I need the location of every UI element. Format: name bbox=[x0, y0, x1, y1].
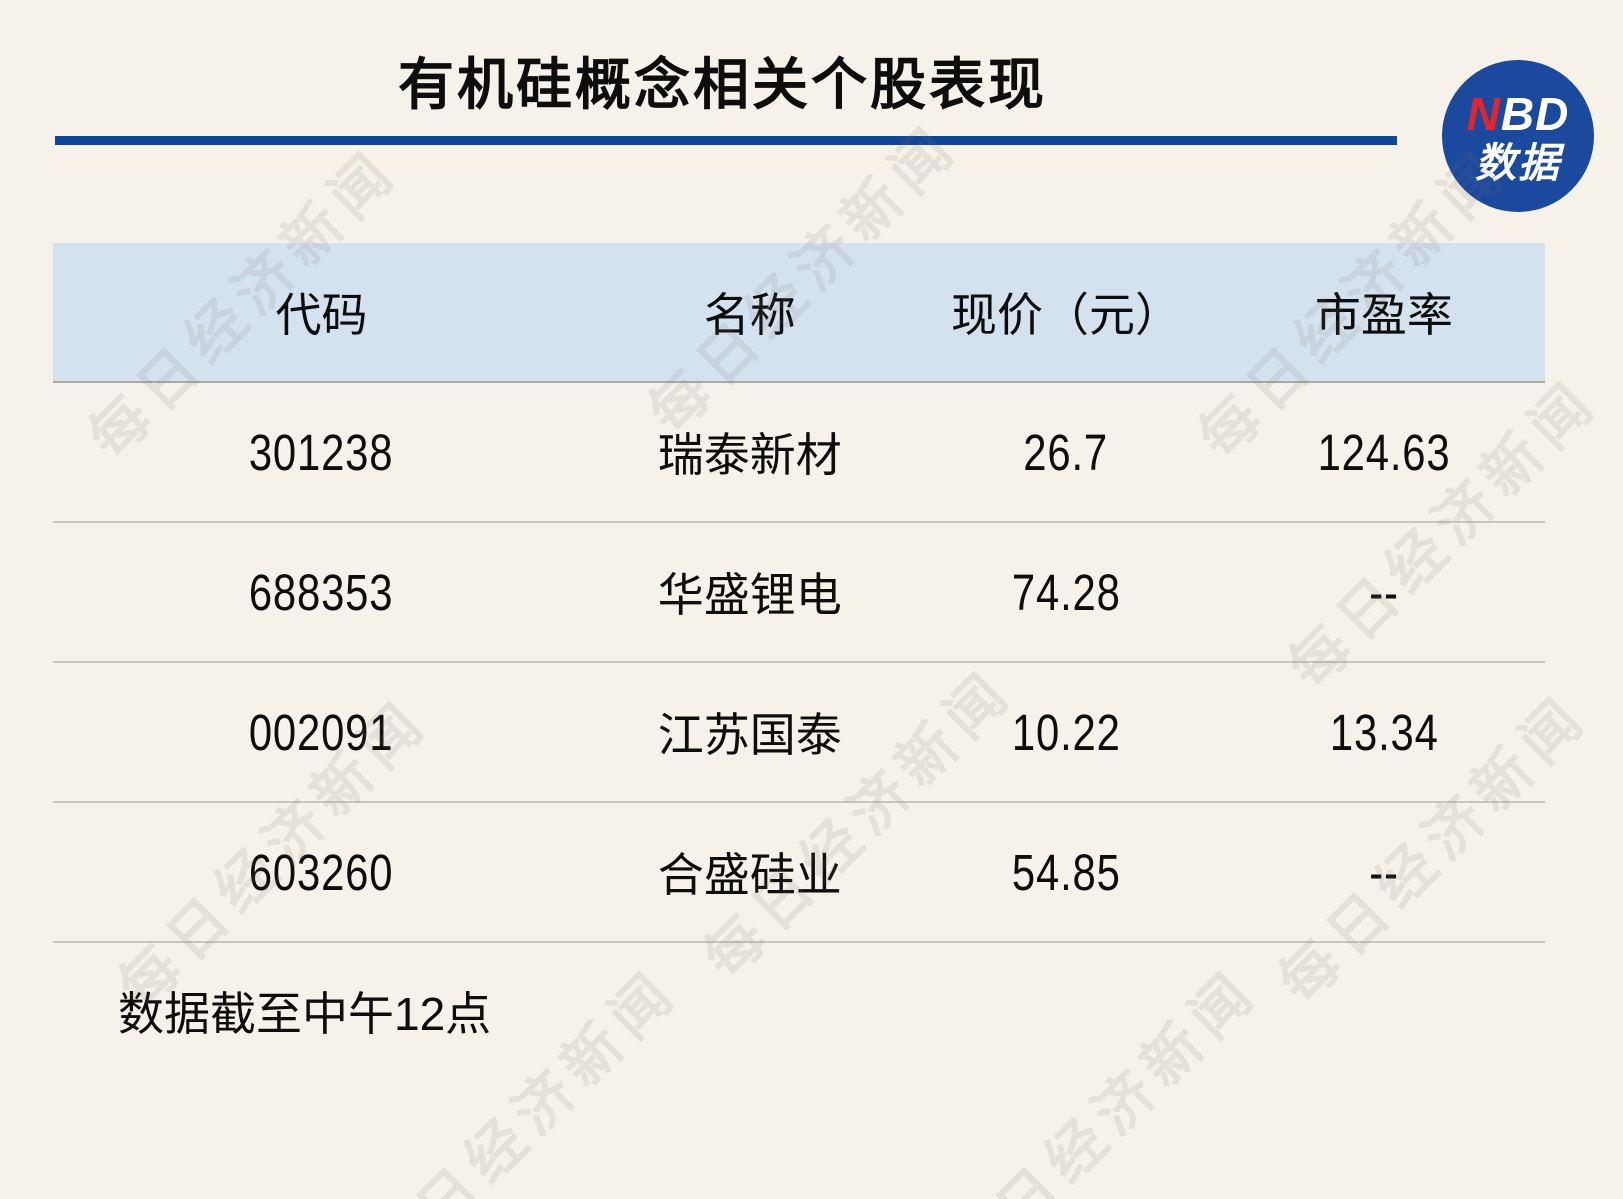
numeric-value: 13.34 bbox=[1329, 703, 1439, 761]
numeric-value: 10.22 bbox=[1011, 703, 1121, 761]
title-underline bbox=[55, 136, 1397, 145]
stock-table: 代码 名称 现价（元） 市盈率 301238 瑞泰新材 26.7 124.63 6883… bbox=[53, 243, 1545, 943]
page-title: 有机硅概念相关个股表现 bbox=[398, 53, 1047, 116]
price-cell: 74.28 bbox=[909, 563, 1222, 622]
table-body: 301238 瑞泰新材 26.7 124.63 688353 华盛锂电 74.28 -- 002… bbox=[53, 383, 1545, 943]
column-header-pe: 市盈率 bbox=[1314, 289, 1453, 341]
nbd-logo-n: N bbox=[1466, 88, 1501, 140]
numeric-value: 603260 bbox=[249, 843, 394, 901]
numeric-value: 002091 bbox=[249, 703, 394, 761]
watermark-text: 每日经济新闻 bbox=[936, 956, 1272, 1199]
name-cell: 华盛锂电 bbox=[657, 569, 842, 621]
pe-cell: -- bbox=[1223, 563, 1545, 622]
nbd-logo-cn: 数据 bbox=[1475, 140, 1561, 186]
column-header-name: 名称 bbox=[703, 289, 796, 341]
pe-cell: 13.34 bbox=[1223, 703, 1545, 762]
numeric-value: 301238 bbox=[249, 423, 394, 481]
code-cell: 603260 bbox=[53, 843, 590, 902]
name-cell: 江苏国泰 bbox=[657, 709, 842, 761]
numeric-value: 26.7 bbox=[1023, 423, 1109, 481]
name-cell: 瑞泰新材 bbox=[657, 429, 842, 481]
price-cell: 54.85 bbox=[909, 843, 1222, 902]
column-header-price: 现价（元） bbox=[951, 289, 1182, 341]
numeric-value: 124.63 bbox=[1317, 423, 1451, 481]
code-cell: 688353 bbox=[53, 563, 590, 622]
numeric-value: 54.85 bbox=[1011, 843, 1121, 901]
numeric-value: 688353 bbox=[249, 563, 394, 621]
price-cell: 10.22 bbox=[909, 703, 1222, 762]
nbd-logo-bd: BD bbox=[1500, 88, 1570, 140]
numeric-value: 74.28 bbox=[1011, 563, 1121, 621]
data-cutoff-note: 数据截至中午12点 bbox=[118, 988, 492, 1040]
table-row: 301238 瑞泰新材 26.7 124.63 bbox=[53, 383, 1545, 523]
column-header-code: 代码 bbox=[275, 289, 368, 341]
nbd-logo-text: NBD bbox=[1442, 90, 1594, 138]
pe-cell: -- bbox=[1223, 843, 1545, 902]
table-row: 688353 华盛锂电 74.28 -- bbox=[53, 523, 1545, 663]
price-cell: 26.7 bbox=[909, 423, 1222, 482]
pe-cell: 124.63 bbox=[1223, 423, 1545, 482]
name-cell: 合盛硅业 bbox=[657, 849, 842, 901]
table-header-row: 代码 名称 现价（元） 市盈率 bbox=[53, 243, 1545, 383]
nbd-logo: NBD 数据 bbox=[1442, 60, 1594, 212]
code-cell: 002091 bbox=[53, 703, 590, 762]
table-row: 603260 合盛硅业 54.85 -- bbox=[53, 803, 1545, 943]
numeric-value: -- bbox=[1369, 843, 1399, 901]
code-cell: 301238 bbox=[53, 423, 590, 482]
table-row: 002091 江苏国泰 10.22 13.34 bbox=[53, 663, 1545, 803]
numeric-value: -- bbox=[1369, 563, 1399, 621]
